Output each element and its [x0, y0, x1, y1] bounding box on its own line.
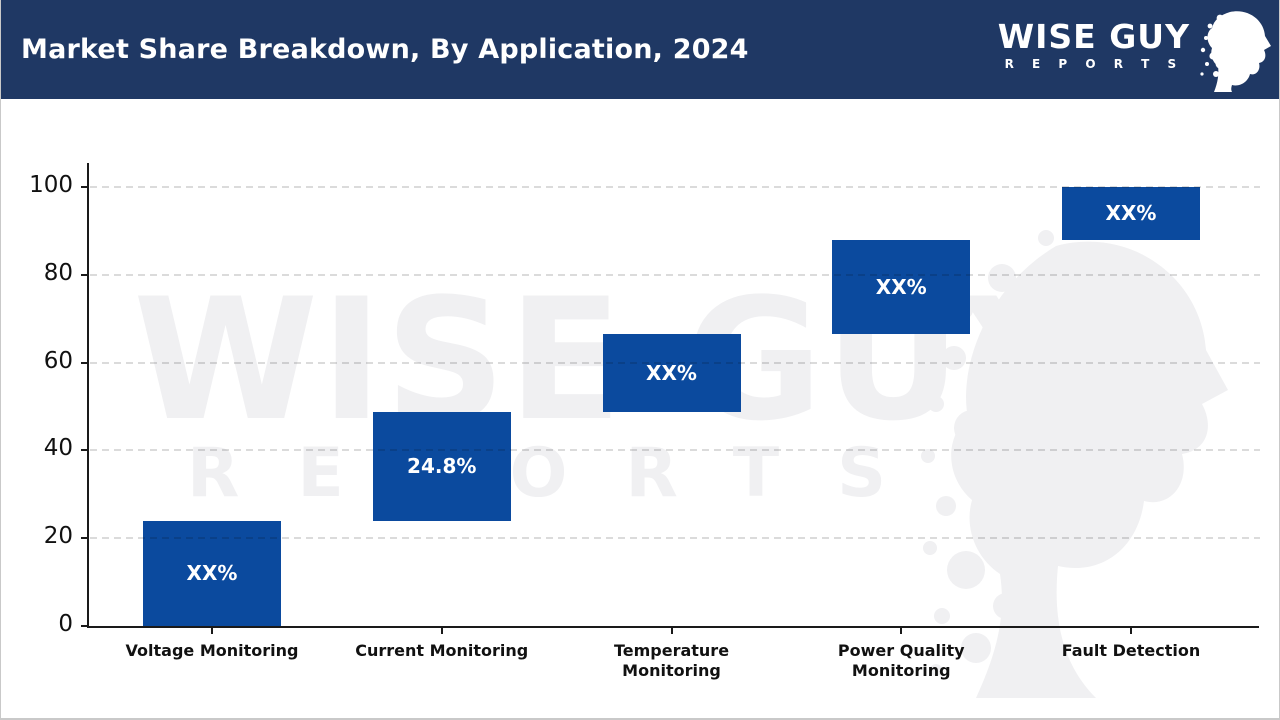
x-tick-label-line: Voltage Monitoring [125, 641, 299, 660]
x-tick-label: Current Monitoring [327, 641, 557, 661]
y-tick-label: 80 [43, 259, 73, 286]
x-tick-label: Power Quality Monitoring [786, 641, 1016, 681]
y-tick-mark [81, 361, 89, 364]
x-tick-mark [900, 626, 903, 634]
y-tick-label: 40 [43, 435, 73, 462]
bar-segment [1062, 187, 1200, 240]
y-tick-mark [81, 273, 89, 276]
x-tick-label-line: Monitoring [622, 661, 721, 680]
brand-face-icon [1200, 11, 1271, 92]
brand-subtitle: R E P O R T S [1004, 57, 1184, 71]
gridline [90, 449, 1260, 452]
y-tick-label: 0 [58, 611, 73, 637]
y-tick-mark [81, 449, 89, 452]
x-tick-label-line: Monitoring [851, 661, 951, 680]
x-tick-label: Temperature Monitoring [557, 641, 787, 681]
bar-segment [143, 520, 281, 626]
x-tick-mark [670, 626, 673, 634]
brand-logo: WISE GUY R E P O R T S [998, 6, 1271, 94]
brand-logo-text: WISE GUY R E P O R T S [998, 20, 1190, 72]
x-tick-mark [440, 626, 443, 634]
page-title: Market Share Breakdown, By Application, … [21, 34, 749, 65]
header: Market Share Breakdown, By Application, … [1, 0, 1279, 99]
x-tick-label-line: Power Quality [837, 641, 965, 660]
bar-segment [372, 411, 511, 521]
y-tick-mark [81, 186, 89, 188]
y-tick-mark [81, 625, 89, 627]
gridline [90, 361, 1260, 364]
y-tick-mark [81, 537, 89, 540]
bar-value-label: 24.8% [407, 454, 477, 479]
gridline [90, 273, 1260, 276]
bar-value-label: XX% [1105, 201, 1157, 226]
bar-value-label: XX% [186, 561, 238, 586]
y-tick-label: 20 [43, 523, 73, 550]
bar-value-label: XX% [646, 360, 697, 385]
x-tick-label-line: Fault Detection [1061, 641, 1201, 660]
watermark-face-dots-icon [921, 218, 1228, 698]
brand-name: WISE GUY [997, 17, 1190, 56]
bar-segment [832, 239, 971, 335]
y-tick-label: 100 [29, 172, 73, 198]
x-tick-label: Voltage Monitoring [97, 641, 327, 661]
x-axis-spine [87, 626, 1259, 628]
gridline [90, 537, 1260, 540]
x-tick-mark [1130, 626, 1132, 634]
bar-value-label: XX% [875, 274, 927, 299]
y-tick-label: 60 [43, 347, 73, 374]
x-tick-mark [211, 626, 213, 634]
watermark-text-reports: REPORTS [187, 434, 945, 513]
x-tick-label-line: Temperature [613, 641, 730, 660]
x-tick-label-line: Current Monitoring [355, 641, 529, 660]
gridline [90, 186, 1260, 188]
x-tick-label: Fault Detection [1016, 641, 1246, 661]
bar-segment [602, 334, 741, 412]
y-axis-spine [87, 163, 89, 628]
